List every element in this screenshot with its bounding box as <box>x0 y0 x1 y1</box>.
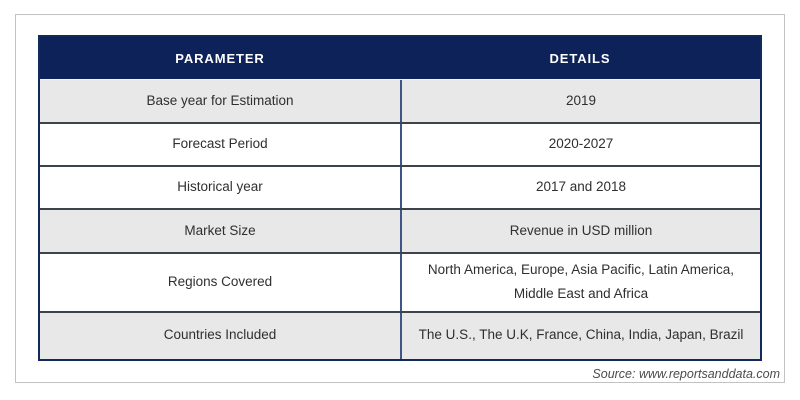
report-scope-table: PARAMETER DETAILS Base year for Estimati… <box>38 35 762 361</box>
table-header-row: PARAMETER DETAILS <box>40 37 760 79</box>
column-header-parameter: PARAMETER <box>175 50 265 66</box>
parameter-cell: Historical year <box>177 179 263 195</box>
parameter-cell: Market Size <box>184 222 256 238</box>
details-cell: 2017 and 2018 <box>400 167 760 208</box>
source-attribution: Source: www.reportsanddata.com <box>592 367 780 381</box>
table-row: Base year for Estimation 2019 <box>40 79 760 122</box>
table-row: Historical year 2017 and 2018 <box>40 165 760 208</box>
table-row: Forecast Period 2020-2027 <box>40 122 760 165</box>
table-row: Countries Included The U.S., The U.K, Fr… <box>40 310 760 359</box>
details-cell: North America, Europe, Asia Pacific, Lat… <box>400 254 760 311</box>
page-frame: PARAMETER DETAILS Base year for Estimati… <box>15 14 785 383</box>
details-cell: 2020-2027 <box>400 124 760 165</box>
parameter-cell: Regions Covered <box>167 274 273 290</box>
details-cell: 2019 <box>400 80 760 122</box>
table-row: Regions Covered North America, Europe, A… <box>40 252 760 311</box>
parameter-cell: Forecast Period <box>172 136 268 152</box>
table-row: Market Size Revenue in USD million <box>40 208 760 252</box>
details-cell: Revenue in USD million <box>400 210 760 252</box>
parameter-cell: Base year for Estimation <box>146 92 294 108</box>
parameter-cell: Countries Included <box>163 327 277 343</box>
details-cell: The U.S., The U.K, France, China, India,… <box>400 312 760 359</box>
column-header-details: DETAILS <box>549 50 611 66</box>
